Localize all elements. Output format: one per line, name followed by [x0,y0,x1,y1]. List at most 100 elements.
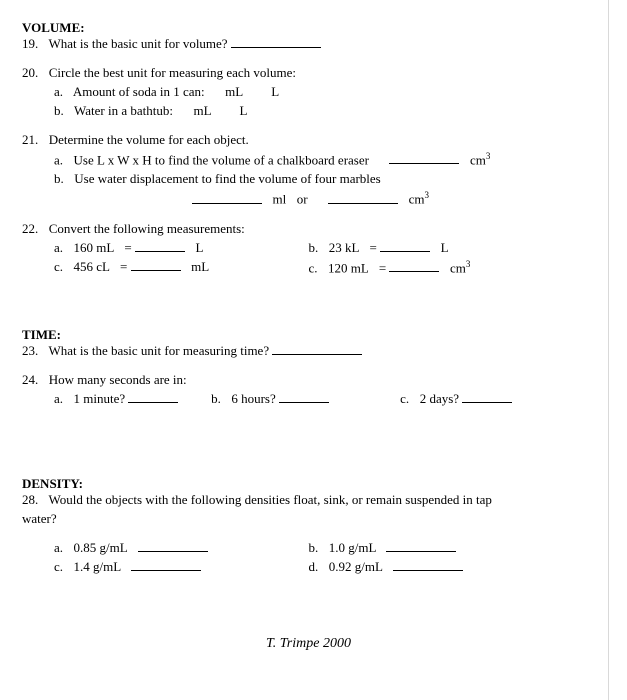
q20a-opt1[interactable]: mL [225,84,243,99]
q23-text: What is the basic unit for measuring tim… [49,343,270,358]
q22d-lhs: 120 mL [328,260,368,275]
q21b: b. Use water displacement to find the vo… [22,171,595,187]
q22c-lhs: 456 cL [74,259,110,274]
q22a-blank[interactable] [135,240,185,252]
q24-text: How many seconds are in: [49,372,187,387]
q21b-line2: ml or cm3 [22,190,595,207]
q28-line2: water? [22,511,595,527]
q28c: c. 1.4 g/mL [22,559,309,575]
q22c: c. 456 cL = mL [22,259,309,276]
q21b-blank1[interactable] [192,192,262,204]
q21a-text: Use L x W x H to find the volume of a ch… [74,152,369,167]
q22a: a. 160 mL = L [22,240,309,256]
q28-text: Would the objects with the following den… [49,492,492,507]
q22d-unit: cm [450,260,466,275]
q28a: a. 0.85 g/mL [22,540,309,556]
volume-title: VOLUME: [22,20,595,36]
q22-text: Convert the following measurements: [49,221,245,236]
q20a-opt2[interactable]: L [271,84,279,99]
q24c-label: c. [400,391,409,406]
q20a: a. Amount of soda in 1 can: mL L [22,84,595,100]
q24a: a. 1 minute? [22,391,211,407]
q21a-unit: cm [470,152,486,167]
q24b-blank[interactable] [279,391,329,403]
q23-blank[interactable] [272,343,362,355]
q23: 23. What is the basic unit for measuring… [22,343,595,359]
q22a-lhs: 160 mL [74,240,114,255]
q22a-eq: = [124,240,131,255]
footer-credit: T. Trimpe 2000 [22,636,595,652]
q28d-blank[interactable] [393,559,463,571]
q20-num: 20. [22,65,38,80]
q28a-blank[interactable] [138,540,208,552]
q21a-sup: 3 [486,151,491,161]
q22b-label: b. [309,240,319,255]
page-right-rule [608,0,609,700]
q28d-label: d. [309,559,319,574]
q22b-lhs: 23 kL [329,240,359,255]
q19-num: 19. [22,36,38,51]
q22c-eq: = [120,259,127,274]
q28c-blank[interactable] [131,559,201,571]
q24: 24. How many seconds are in: [22,372,595,388]
q20b-opt1[interactable]: mL [193,103,211,118]
q20b-opt2[interactable]: L [240,103,248,118]
q23-num: 23. [22,343,38,358]
density-title: DENSITY: [22,476,595,492]
q19: 19. What is the basic unit for volume? [22,36,595,52]
q28c-val: 1.4 g/mL [74,559,121,574]
q28d: d. 0.92 g/mL [309,559,596,575]
q22c-label: c. [54,259,63,274]
q20a-text: Amount of soda in 1 can: [73,84,205,99]
q21b-label: b. [54,171,64,186]
q22a-unit: L [195,240,203,255]
q28b-label: b. [309,540,319,555]
q21b-blank2[interactable] [328,192,398,204]
q22b-eq: = [369,240,376,255]
q20: 20. Circle the best unit for measuring e… [22,65,595,81]
q24c-text: 2 days? [420,391,459,406]
q22a-label: a. [54,240,63,255]
q28b-val: 1.0 g/mL [329,540,376,555]
q21: 21. Determine the volume for each object… [22,132,595,148]
q28b-blank[interactable] [386,540,456,552]
q21b-sup: 3 [424,190,429,200]
q21b-or: or [297,192,308,207]
q22d-blank[interactable] [389,260,439,272]
q21a: a. Use L x W x H to find the volume of a… [22,151,595,168]
q28c-label: c. [54,559,63,574]
q20b: b. Water in a bathtub: mL L [22,103,595,119]
q22b-blank[interactable] [380,240,430,252]
q28b: b. 1.0 g/mL [309,540,596,556]
q20b-text: Water in a bathtub: [74,103,173,118]
q24a-label: a. [54,391,63,406]
q22c-unit: mL [191,259,209,274]
q21-text: Determine the volume for each object. [49,132,249,147]
q22b: b. 23 kL = L [309,240,596,256]
q20a-label: a. [54,84,63,99]
q19-blank[interactable] [231,36,321,48]
q28a-val: 0.85 g/mL [74,540,128,555]
q21a-blank[interactable] [389,152,459,164]
q22b-unit: L [441,240,449,255]
q22d: c. 120 mL = cm3 [309,259,596,276]
q22d-sup: 3 [466,259,471,269]
q28: 28. Would the objects with the following… [22,492,595,508]
q20b-label: b. [54,103,64,118]
q24b: b. 6 hours? [211,391,400,407]
q28-text2: water? [22,511,57,526]
q21a-label: a. [54,152,63,167]
q22c-blank[interactable] [131,259,181,271]
q22d-eq: = [379,260,386,275]
q21-num: 21. [22,132,38,147]
q22: 22. Convert the following measurements: [22,221,595,237]
q22-num: 22. [22,221,38,236]
q21b-u2: cm [409,192,425,207]
q28-num: 28. [22,492,38,507]
q24-num: 24. [22,372,38,387]
time-title: TIME: [22,327,595,343]
q24a-blank[interactable] [128,391,178,403]
q24c-blank[interactable] [462,391,512,403]
q28d-val: 0.92 g/mL [329,559,383,574]
q19-text: What is the basic unit for volume? [49,36,228,51]
